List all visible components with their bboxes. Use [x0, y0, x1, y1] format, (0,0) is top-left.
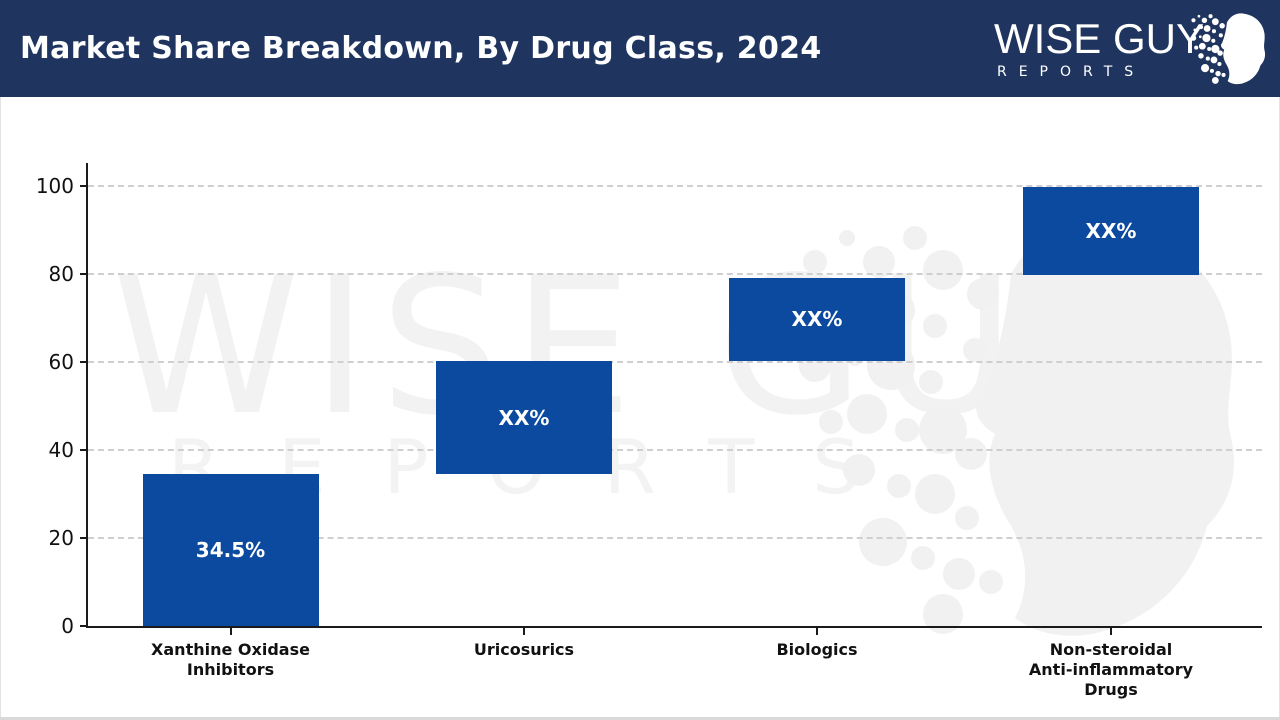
wise-guy-logo: WISE GUY REPORTS — [994, 6, 1270, 92]
logo-subtitle: REPORTS — [996, 63, 1146, 80]
logo-wordmark: WISE GUY — [993, 14, 1204, 62]
y-axis-tick-label: 100 — [35, 174, 74, 198]
bar-value-label: XX% — [791, 307, 843, 332]
x-category-label-line: Xanthine Oxidase — [151, 640, 310, 659]
x-category-label-line: Uricosurics — [473, 640, 575, 659]
x-category-label: Xanthine Oxidase Inhibitors — [111, 640, 351, 680]
y-axis-tick-label: 0 — [61, 614, 74, 638]
gridline — [88, 449, 1262, 451]
bar-value-label: 34.5% — [195, 538, 266, 563]
y-axis-tick — [80, 185, 88, 187]
x-category-label-line: Anti-inflammatory — [1028, 660, 1194, 679]
x-axis-line — [86, 626, 1262, 628]
x-category-label-line: Drugs — [1084, 680, 1138, 699]
gridline — [88, 361, 1262, 363]
x-category-label: Non-steroidal Anti-inflammatory Drugs — [991, 640, 1231, 700]
y-axis-tick — [80, 273, 88, 275]
y-axis-tick-label: 20 — [48, 526, 74, 550]
y-axis-tick — [80, 537, 88, 539]
x-axis-tick — [229, 628, 232, 635]
bar-value-label: XX% — [498, 405, 550, 430]
y-axis-tick-label: 60 — [48, 350, 74, 374]
y-axis-line — [86, 163, 88, 628]
x-category-label-line: Inhibitors — [186, 660, 275, 679]
gridline — [88, 185, 1262, 187]
left-border — [0, 97, 1, 717]
page-title: Market Share Breakdown, By Drug Class, 2… — [20, 31, 822, 66]
x-axis-tick — [1110, 628, 1112, 635]
x-category-label: Uricosurics — [404, 640, 644, 660]
logo-face-icon — [1190, 12, 1266, 84]
bottom-border — [0, 717, 1280, 720]
header: Market Share Breakdown, By Drug Class, 2… — [0, 0, 1280, 97]
x-category-label: Biologics — [697, 640, 937, 660]
y-axis-tick — [80, 625, 88, 627]
gridline — [88, 537, 1262, 539]
gridline — [88, 273, 1262, 275]
bar-value-label: XX% — [1085, 218, 1137, 243]
y-axis-tick — [80, 361, 88, 363]
waterfall-bar — [436, 361, 612, 475]
y-axis-tick — [80, 449, 88, 451]
x-category-label-line: Biologics — [776, 640, 858, 659]
x-axis-tick — [816, 628, 818, 635]
waterfall-bar — [142, 474, 319, 626]
y-axis-tick-label: 40 — [48, 438, 74, 462]
logo-text: WISE GUY REPORTS — [993, 14, 1204, 80]
y-axis-tick-label: 80 — [48, 262, 74, 286]
logo-dot-cluster — [1190, 13, 1226, 84]
waterfall-bar — [729, 277, 905, 362]
x-axis-tick — [523, 628, 525, 635]
waterfall-bar — [1023, 186, 1199, 275]
x-category-label-line: Non-steroidal — [1049, 640, 1173, 659]
